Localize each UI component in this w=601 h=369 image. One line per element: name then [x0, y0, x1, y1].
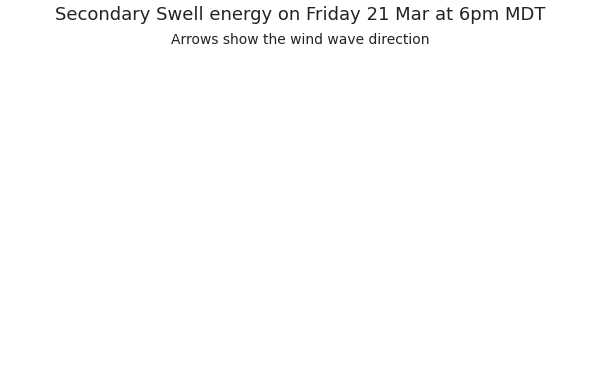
- Text: Secondary Swell energy on Friday 21 Mar at 6pm MDT: Secondary Swell energy on Friday 21 Mar …: [55, 6, 546, 24]
- Text: Arrows show the wind wave direction: Arrows show the wind wave direction: [171, 33, 430, 47]
